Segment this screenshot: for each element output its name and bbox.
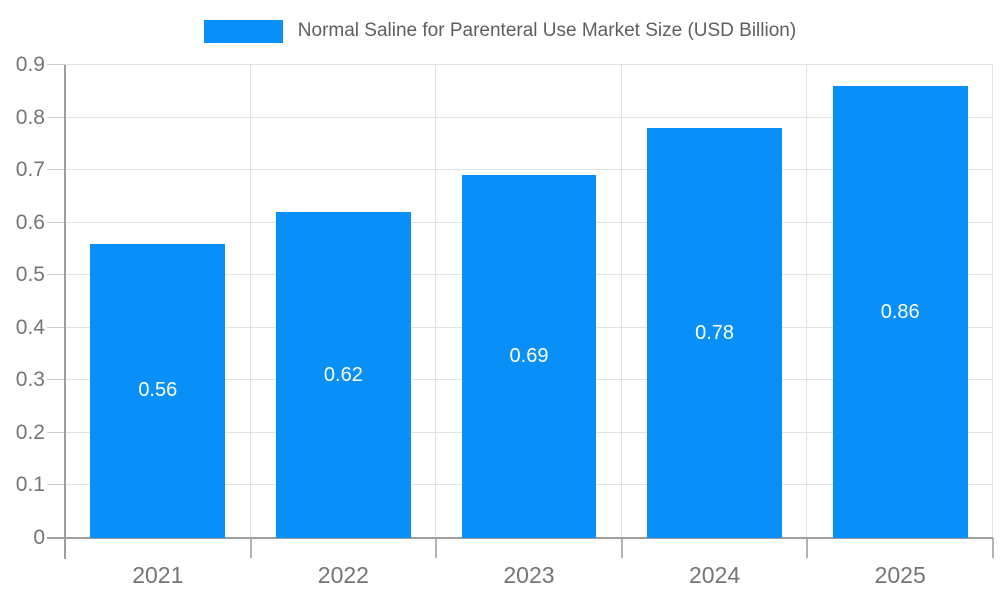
x-tick <box>806 538 809 558</box>
y-axis-label: 0 <box>33 526 45 549</box>
y-tick <box>47 221 65 223</box>
y-axis-label: 0.6 <box>15 210 45 234</box>
y-axis-label: 0.3 <box>15 368 45 392</box>
y-gridline <box>65 116 993 118</box>
y-axis-line <box>64 65 66 559</box>
bar-value-label: 0.86 <box>880 300 920 323</box>
x-axis-label: 2022 <box>317 562 369 588</box>
x-tick <box>249 538 252 558</box>
bar[interactable]: 0.69 <box>461 175 597 538</box>
x-tick <box>435 538 438 558</box>
x-axis-label: 2023 <box>503 562 555 588</box>
x-axis-label: 2021 <box>132 562 184 588</box>
x-gridline <box>992 65 993 538</box>
x-gridline <box>620 65 622 538</box>
y-axis-label: 0.9 <box>15 53 45 76</box>
y-gridline <box>65 64 993 65</box>
y-axis-label: 0.7 <box>15 158 45 182</box>
y-gridline <box>65 169 993 171</box>
y-axis-label: 0.5 <box>15 263 45 287</box>
y-axis-label: 0.4 <box>15 315 45 339</box>
x-gridline <box>249 65 251 538</box>
y-tick <box>47 431 65 433</box>
bar[interactable]: 0.78 <box>647 128 783 538</box>
y-tick <box>47 274 65 276</box>
bar-value-label: 0.62 <box>323 363 363 386</box>
x-axis-line <box>47 537 993 539</box>
x-axis-label: 2025 <box>874 562 926 588</box>
y-tick <box>47 326 65 328</box>
y-tick <box>47 484 65 486</box>
x-gridline <box>435 65 437 538</box>
y-axis-label: 0.2 <box>15 420 45 444</box>
x-tick <box>992 538 994 558</box>
y-axis-label: 0.1 <box>15 473 45 497</box>
bar[interactable]: 0.62 <box>275 212 411 538</box>
y-tick <box>47 379 65 381</box>
legend-label: Normal Saline for Parenteral Use Market … <box>297 20 797 41</box>
x-axis-label: 2024 <box>689 562 741 588</box>
plot-area: 0 0.1 0.2 0.3 0.4 0.5 0.6 0.7 0.8 0.9 0.56 2021 0.62… <box>16 53 994 588</box>
legend[interactable]: Normal Saline for Parenteral Use Market … <box>0 17 1000 45</box>
y-axis-label: 0.8 <box>15 105 45 129</box>
y-tick <box>47 116 65 118</box>
bar-value-label: 0.69 <box>509 345 549 368</box>
legend-swatch <box>203 19 283 43</box>
bar[interactable]: 0.86 <box>832 86 968 538</box>
bar-value-label: 0.56 <box>138 379 178 402</box>
x-gridline <box>806 65 808 538</box>
y-tick <box>47 64 65 65</box>
y-tick <box>47 169 65 171</box>
bar-value-label: 0.78 <box>695 321 735 344</box>
bar[interactable]: 0.56 <box>90 243 226 538</box>
x-tick <box>620 538 623 558</box>
